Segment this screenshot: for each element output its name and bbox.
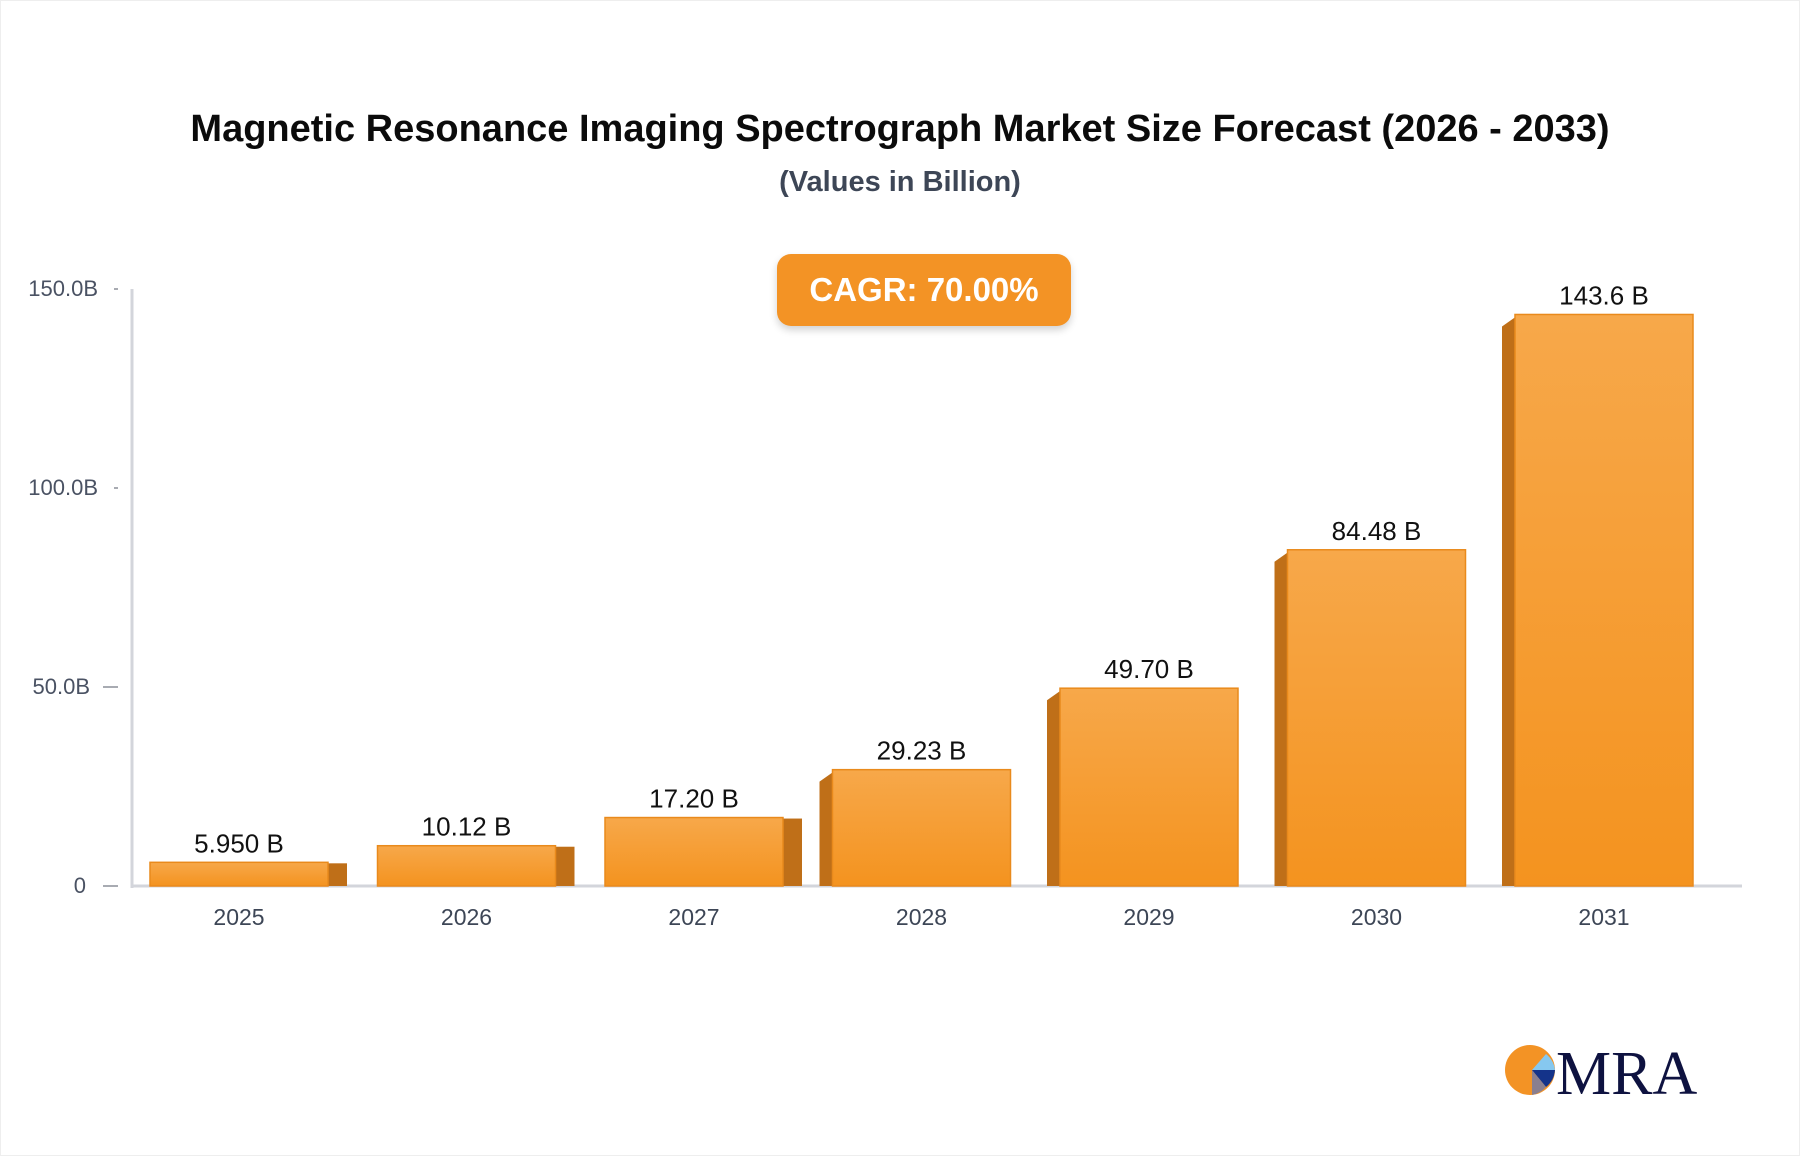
cagr-badge: CAGR: 70.00% (777, 254, 1071, 326)
x-tick-label: 2028 (896, 904, 947, 930)
x-tick-label: 2031 (1578, 904, 1629, 930)
x-tick-label: 2025 (213, 904, 264, 930)
bar-2031: 143.6 B 2031 (1502, 280, 1694, 930)
bar (1514, 313, 1694, 887)
data-label: 29.23 B (877, 736, 967, 766)
mra-logo: MRA (1505, 1040, 1697, 1102)
data-label: 10.12 B (422, 812, 512, 842)
data-label: 143.6 B (1559, 280, 1649, 310)
bar-2027: 17.20 B 2027 (604, 784, 802, 930)
bar-2026: 10.12 B 2026 (376, 812, 575, 930)
y-tick-label: 50.0B (33, 674, 91, 699)
bar-side (781, 818, 802, 886)
data-label: 49.70 B (1104, 654, 1194, 684)
x-tick-label: 2030 (1351, 904, 1402, 930)
bar (376, 844, 557, 887)
chart-title: Magnetic Resonance Imaging Spectrograph … (190, 108, 1610, 150)
y-tick-label: 100.0B (28, 475, 98, 500)
chart-subtitle: (Values in Billion) (779, 166, 1021, 198)
bar (1059, 687, 1239, 887)
x-tick-label: 2029 (1123, 904, 1174, 930)
bar (604, 816, 784, 887)
bar-side (553, 846, 575, 886)
bar-2028: 29.23 B 2028 (819, 736, 1012, 930)
x-tick-label: 2026 (441, 904, 492, 930)
bar-side (326, 863, 347, 886)
data-label: 5.950 B (194, 828, 284, 858)
bar-2030: 84.48 B 2030 (1274, 516, 1467, 930)
bar (831, 768, 1012, 887)
svg-text:MRA: MRA (1556, 1040, 1697, 1102)
data-label: 17.20 B (649, 784, 739, 814)
bar-2029: 49.70 B 2029 (1047, 654, 1239, 930)
bar (1286, 549, 1467, 887)
x-tick-label: 2027 (668, 904, 719, 930)
bar-2025: 5.950 B 2025 (149, 828, 347, 930)
bar (149, 861, 329, 887)
y-tick-label: 0 (74, 873, 86, 898)
data-label: 84.48 B (1332, 516, 1422, 546)
y-tick-label: 150.0B (28, 276, 98, 301)
